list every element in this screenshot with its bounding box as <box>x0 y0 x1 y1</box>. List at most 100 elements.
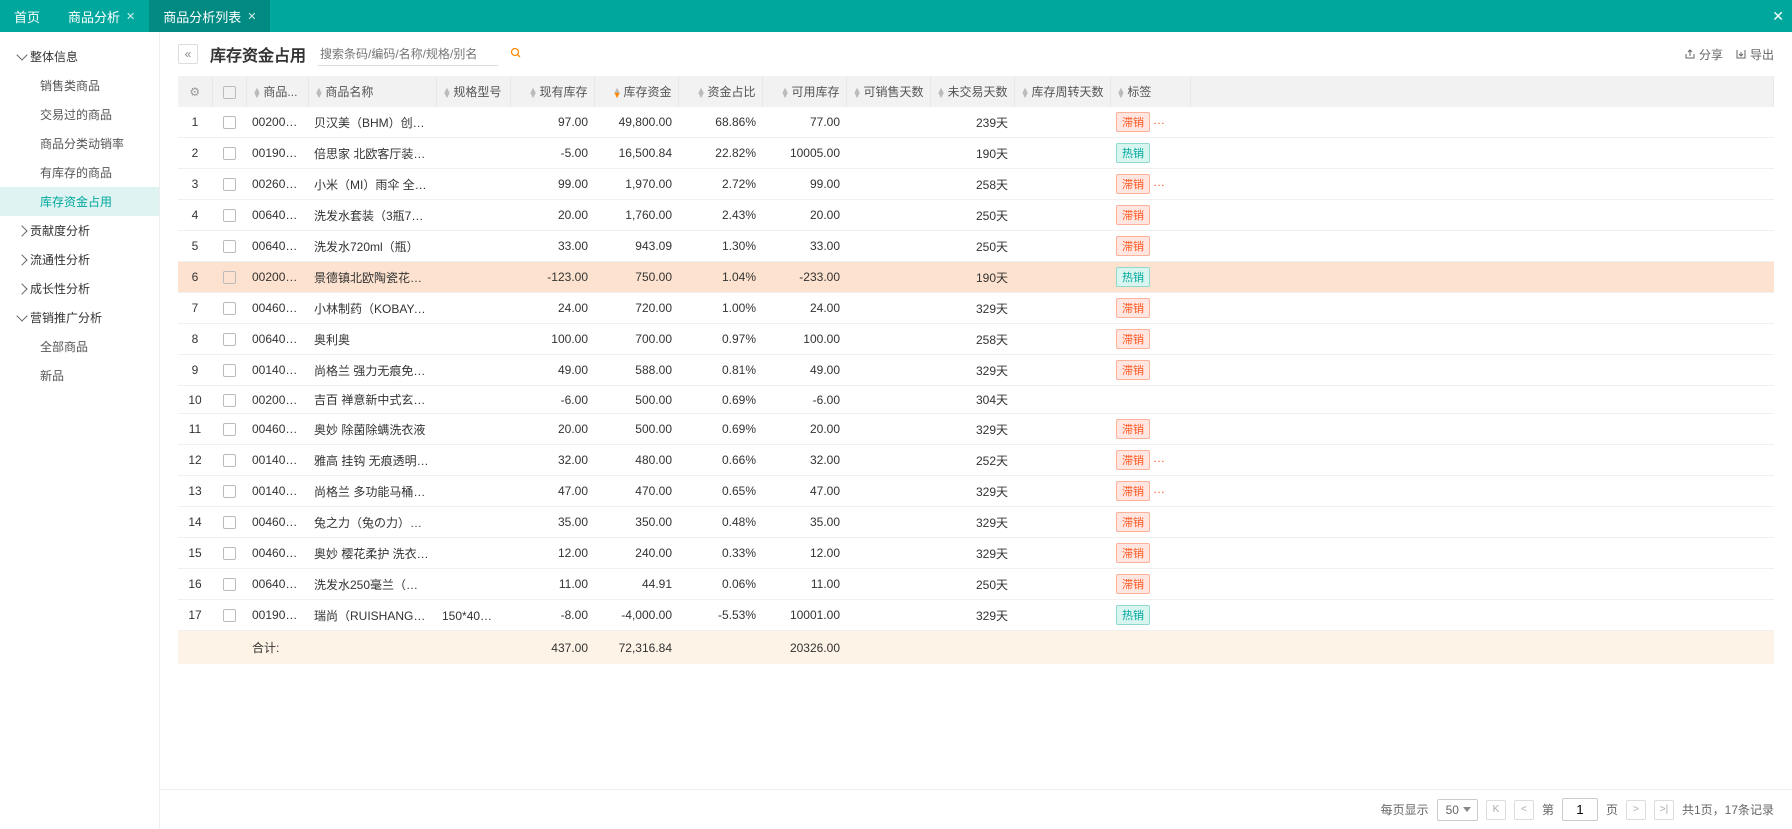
col-tdays[interactable]: ▲▼库存周转天数 <box>1014 76 1110 107</box>
cell-name: 贝汉美（BHM）创意北欧 <box>308 107 436 138</box>
gear-icon[interactable]: ⚙ <box>189 85 200 99</box>
table-row[interactable]: 15004600...奥妙 樱花柔护 洗衣凝珠 1012.00240.000.3… <box>178 538 1774 569</box>
cell-ndays: 329天 <box>930 355 1014 386</box>
row-checkbox[interactable] <box>223 147 236 160</box>
cell-code: 004600... <box>246 293 308 324</box>
close-icon[interactable]: ✕ <box>247 10 256 23</box>
table-row[interactable]: 11004600...奥妙 除菌除螨洗衣液20.00500.000.69%20.… <box>178 414 1774 445</box>
chevron-icon <box>16 254 27 265</box>
next-page-button[interactable]: > <box>1626 800 1646 820</box>
col-avail[interactable]: ▲▼可用库存 <box>762 76 846 107</box>
table-row[interactable]: 8006400...奥利奥100.00700.000.97%100.00258天… <box>178 324 1774 355</box>
row-checkbox[interactable] <box>223 209 236 222</box>
row-checkbox[interactable] <box>223 364 236 377</box>
cell-ndays: 250天 <box>930 231 1014 262</box>
page-input[interactable] <box>1562 798 1598 821</box>
row-checkbox[interactable] <box>223 240 236 253</box>
tab-1[interactable]: 商品分析✕ <box>54 0 149 32</box>
table-row[interactable]: 2001900...倍思家 北欧客厅装饰画卧室-5.0016,500.8422.… <box>178 138 1774 169</box>
page-header: « 库存资金占用 分享 导出 <box>160 32 1792 76</box>
col-fund[interactable]: ▲▼库存资金 <box>594 76 678 107</box>
row-checkbox[interactable] <box>223 516 236 529</box>
row-checkbox[interactable] <box>223 547 236 560</box>
export-button[interactable]: 导出 <box>1735 46 1774 63</box>
cb <box>212 445 246 476</box>
table-row[interactable]: 14004600...兔之力（兔の力）粘毛器粘35.00350.000.48%3… <box>178 507 1774 538</box>
last-page-button[interactable]: >| <box>1654 800 1674 820</box>
table-row[interactable]: 9001400...尚格兰 强力无痕免打孔浴室49.00588.000.81%4… <box>178 355 1774 386</box>
col-ndays[interactable]: ▲▼未交易天数 <box>930 76 1014 107</box>
search-icon[interactable] <box>510 47 522 62</box>
sidebar-group-0[interactable]: 整体信息 <box>0 42 159 71</box>
topbar-close-icon[interactable]: ✕ <box>1772 0 1784 32</box>
prev-page-button[interactable]: < <box>1514 800 1534 820</box>
row-checkbox[interactable] <box>223 333 236 346</box>
sidebar-item-0-4[interactable]: 库存资金占用 <box>0 187 159 216</box>
table-row[interactable]: 16006400...洗发水250毫兰（袋）11.0044.910.06%11.… <box>178 569 1774 600</box>
sidebar-item-0-0[interactable]: 销售类商品 <box>0 71 159 100</box>
cell-pct: 0.66% <box>678 445 762 476</box>
tab-0[interactable]: 首页 <box>0 0 54 32</box>
cell-sdays <box>846 355 930 386</box>
col-cb[interactable] <box>212 76 246 107</box>
close-icon[interactable]: ✕ <box>126 10 135 23</box>
table-row[interactable]: 4006400...洗发水套装（3瓶720ml+120.001,760.002.… <box>178 200 1774 231</box>
share-button[interactable]: 分享 <box>1684 46 1723 63</box>
sidebar-item-4-1[interactable]: 新品 <box>0 361 159 390</box>
pager-summary: 共1页，17条记录 <box>1682 801 1774 818</box>
sidebar-item-4-0[interactable]: 全部商品 <box>0 332 159 361</box>
row-checkbox[interactable] <box>223 485 236 498</box>
tab-label: 首页 <box>14 7 40 26</box>
row-checkbox[interactable] <box>223 609 236 622</box>
table-row[interactable]: 12001400...雅高 挂钩 无痕透明粘钩 强32.00480.000.66… <box>178 445 1774 476</box>
row-checkbox[interactable] <box>223 423 236 436</box>
cell-stock: 97.00 <box>510 107 594 138</box>
col-stock[interactable]: ▲▼现有库存 <box>510 76 594 107</box>
checkbox-all[interactable] <box>223 86 236 99</box>
cell-avail: 10005.00 <box>762 138 846 169</box>
pager: 每页显示 50 K < 第 页 > >| 共1页，17条记录 <box>160 789 1792 829</box>
row-index: 15 <box>178 538 212 569</box>
table-row[interactable]: 3002600...小米（MI）雨伞 全自动折叠99.001,970.002.7… <box>178 169 1774 200</box>
table-row[interactable]: 17001900...瑞尚（RUISHANG）卧室150*40厘米-8.00-4… <box>178 600 1774 631</box>
table-row[interactable]: 7004600...小林制药（KOBAYASHI）日24.00720.001.0… <box>178 293 1774 324</box>
cell-code: 001400... <box>246 355 308 386</box>
col-tags[interactable]: ▲▼标签 <box>1110 76 1190 107</box>
tab-2[interactable]: 商品分析列表✕ <box>149 0 270 32</box>
table-row[interactable]: 13001400...尚格兰 多功能马桶刷套装 带47.00470.000.65… <box>178 476 1774 507</box>
cell-pct: 68.86% <box>678 107 762 138</box>
table-row[interactable]: 1002000...贝汉美（BHM）创意北欧97.0049,800.0068.8… <box>178 107 1774 138</box>
search-input[interactable] <box>318 43 498 66</box>
sidebar-group-2[interactable]: 流通性分析 <box>0 245 159 274</box>
collapse-sidebar-button[interactable]: « <box>178 44 198 64</box>
col-spec[interactable]: ▲▼规格型号 <box>436 76 510 107</box>
table-row[interactable]: 10002000...吉百 禅意新中式玄关摆件客-6.00500.000.69%… <box>178 386 1774 414</box>
sidebar-item-0-1[interactable]: 交易过的商品 <box>0 100 159 129</box>
total-cell-9 <box>846 631 930 665</box>
first-page-button[interactable]: K <box>1486 800 1506 820</box>
row-checkbox[interactable] <box>223 394 236 407</box>
perpage-select[interactable]: 50 <box>1437 799 1478 821</box>
row-checkbox[interactable] <box>223 302 236 315</box>
row-checkbox[interactable] <box>223 178 236 191</box>
table-row[interactable]: 5006400...洗发水720ml（瓶）33.00943.091.30%33.… <box>178 231 1774 262</box>
cell-sdays <box>846 262 930 293</box>
sidebar-group-3[interactable]: 成长性分析 <box>0 274 159 303</box>
tag-zx: 滞销 <box>1116 543 1150 563</box>
row-checkbox[interactable] <box>223 271 236 284</box>
cell-ndays: 329天 <box>930 293 1014 324</box>
col-sdays[interactable]: ▲▼可销售天数 <box>846 76 930 107</box>
row-checkbox[interactable] <box>223 578 236 591</box>
sidebar-item-0-3[interactable]: 有库存的商品 <box>0 158 159 187</box>
col-gear[interactable]: ⚙ <box>178 76 212 107</box>
row-checkbox[interactable] <box>223 116 236 129</box>
sidebar-group-4[interactable]: 营销推广分析 <box>0 303 159 332</box>
sidebar-item-0-2[interactable]: 商品分类动销率 <box>0 129 159 158</box>
col-pct[interactable]: ▲▼资金占比 <box>678 76 762 107</box>
col-code[interactable]: ▲▼商品... <box>246 76 308 107</box>
sidebar-group-1[interactable]: 贡献度分析 <box>0 216 159 245</box>
table-row[interactable]: 6002000...景德镇北欧陶瓷花瓶摆件 仿-123.00750.001.04… <box>178 262 1774 293</box>
col-name[interactable]: ▲▼商品名称 <box>308 76 436 107</box>
row-checkbox[interactable] <box>223 454 236 467</box>
cell-spec <box>436 569 510 600</box>
